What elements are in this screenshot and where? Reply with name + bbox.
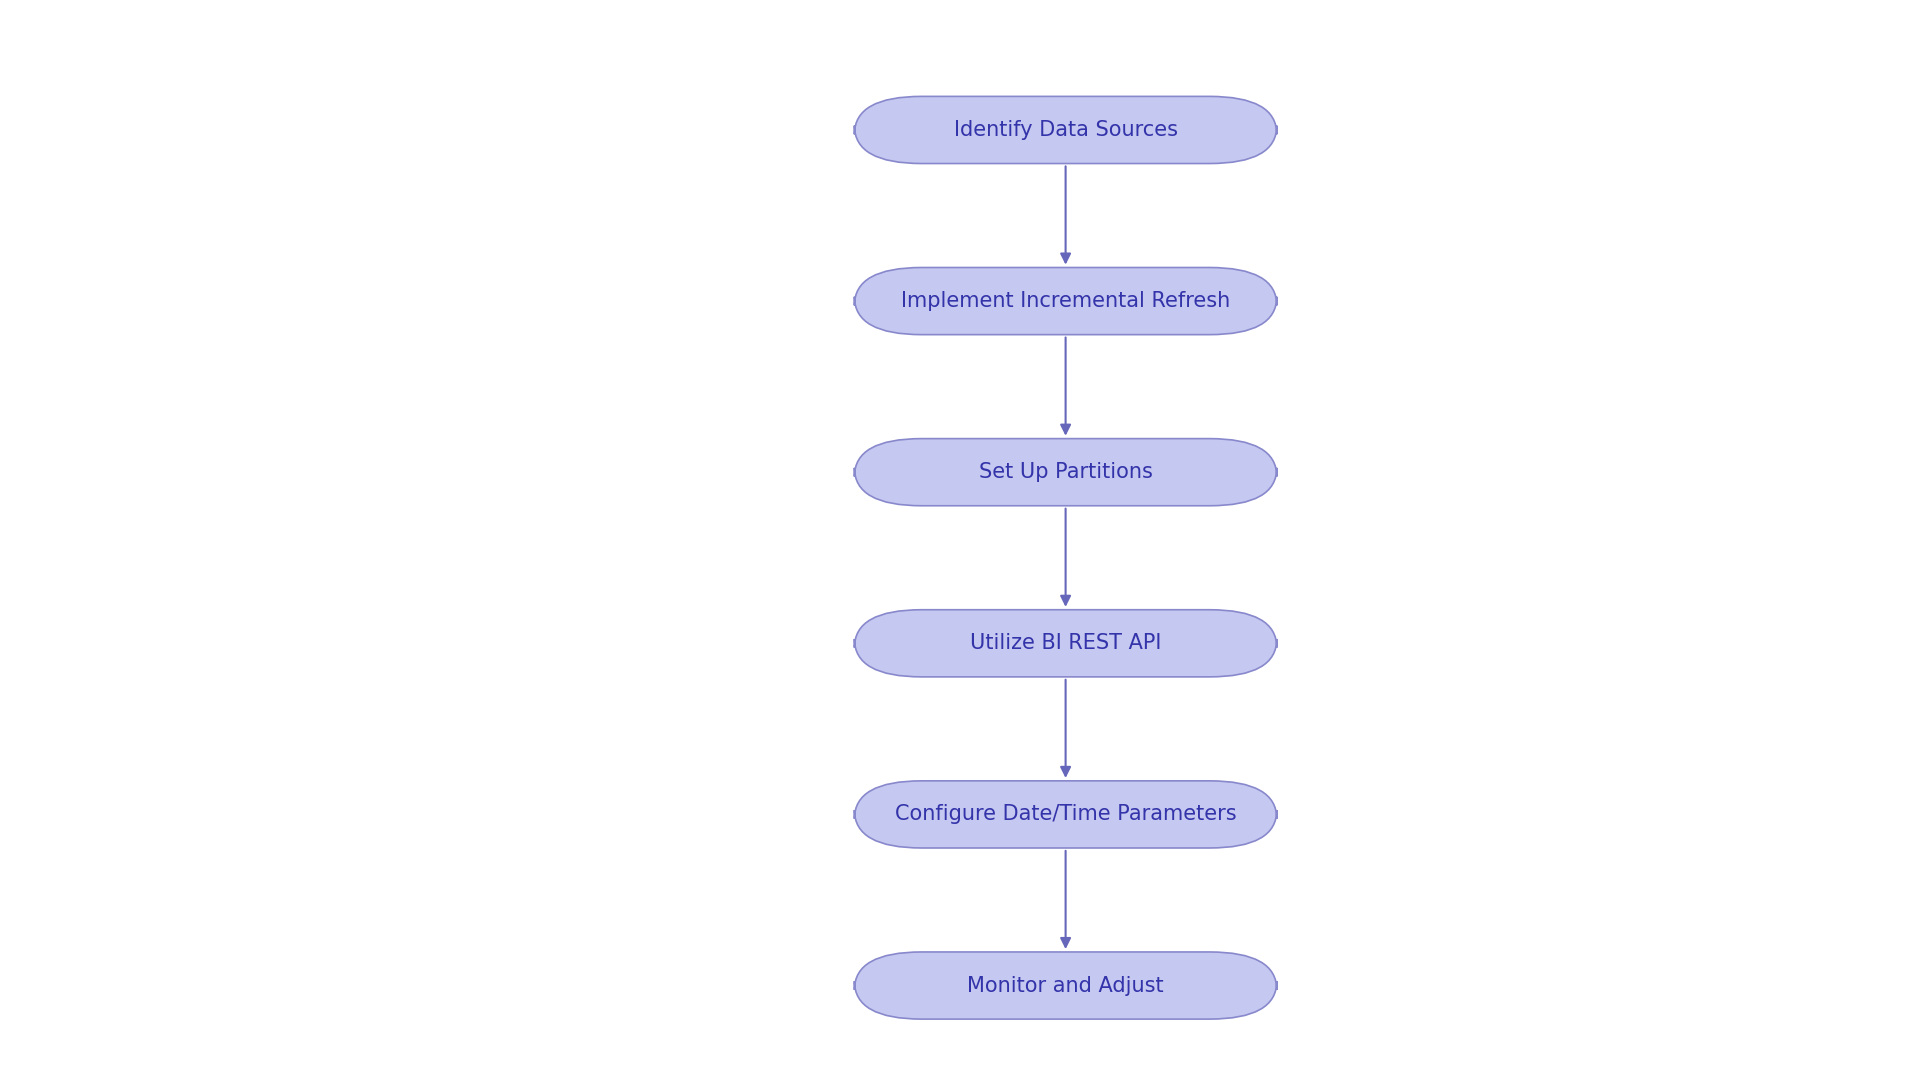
Text: Identify Data Sources: Identify Data Sources bbox=[954, 120, 1177, 140]
FancyBboxPatch shape bbox=[854, 439, 1277, 506]
Text: Set Up Partitions: Set Up Partitions bbox=[979, 462, 1152, 482]
Text: Utilize BI REST API: Utilize BI REST API bbox=[970, 634, 1162, 653]
FancyBboxPatch shape bbox=[854, 96, 1277, 164]
Text: Monitor and Adjust: Monitor and Adjust bbox=[968, 976, 1164, 995]
FancyBboxPatch shape bbox=[854, 268, 1277, 335]
FancyBboxPatch shape bbox=[854, 781, 1277, 848]
FancyBboxPatch shape bbox=[854, 610, 1277, 677]
FancyBboxPatch shape bbox=[854, 952, 1277, 1019]
Text: Configure Date/Time Parameters: Configure Date/Time Parameters bbox=[895, 805, 1236, 824]
Text: Implement Incremental Refresh: Implement Incremental Refresh bbox=[900, 291, 1231, 311]
